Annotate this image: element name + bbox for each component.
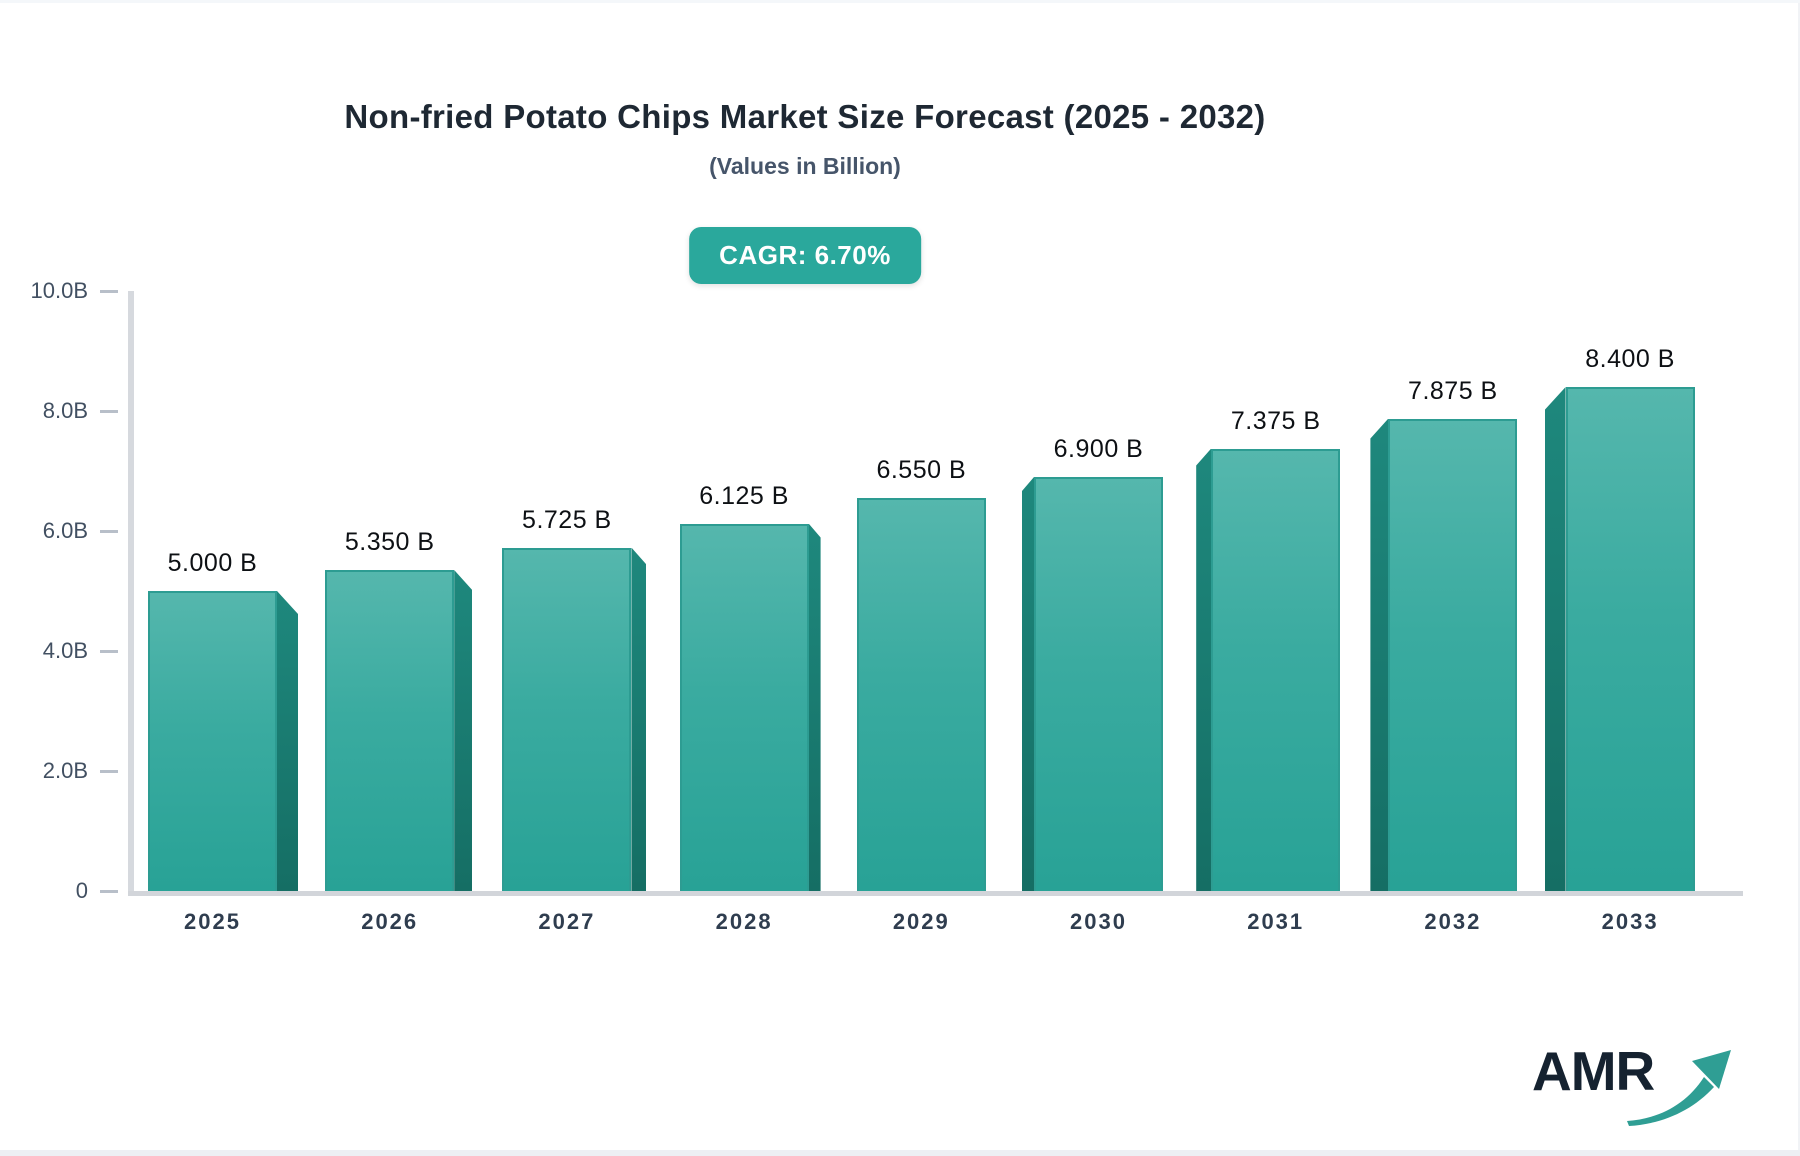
chart-subtitle: (Values in Billion) (709, 153, 901, 179)
bar-side-face (1544, 387, 1566, 891)
bar-side-face (808, 523, 821, 891)
x-axis-label: 2025 (184, 909, 241, 934)
x-axis-label: 2030 (1070, 909, 1127, 934)
y-axis-tick (100, 410, 118, 413)
y-axis-tick (100, 290, 118, 293)
bar-2029 (856, 498, 986, 891)
y-axis-tick-label: 8.0B (42, 398, 88, 423)
x-axis-label: 2032 (1424, 909, 1482, 934)
amr-logo-text: AMR (1532, 1040, 1655, 1102)
bar-2031 (1211, 448, 1341, 891)
x-axis-label: 2026 (361, 909, 419, 934)
y-axis-tick-label: 2.0B (42, 758, 88, 783)
x-axis-line (128, 891, 1743, 896)
bar-2030 (1034, 477, 1163, 891)
x-axis-label: 2027 (538, 909, 596, 934)
x-axis-label: 2029 (892, 909, 950, 934)
bar-2032 (1388, 418, 1518, 891)
y-axis-tick (100, 890, 118, 893)
bar-value-label: 5.725 B (522, 505, 612, 534)
bar-2026 (325, 570, 455, 891)
x-axis-label: 2033 (1601, 909, 1659, 934)
bar-chart-plot-area: 0 2.0B 4.0B 6.0B 8.0B 10.0B 5.000 B 2025 5.350 B… (0, 3, 1800, 1150)
y-axis-tick (100, 650, 118, 653)
bar-2028 (679, 523, 809, 891)
bar-value-label: 8.400 B (1585, 345, 1675, 373)
y-axis-tick-label: 4.0B (42, 638, 88, 663)
bar-value-label: 6.550 B (876, 456, 967, 484)
bar-value-label: 5.350 B (344, 528, 435, 556)
x-axis-label: 2028 (715, 909, 773, 934)
bar-side-face (1196, 448, 1212, 891)
bar-2025 (148, 591, 277, 891)
y-axis-tick (100, 530, 118, 533)
bar-2033 (1565, 387, 1695, 891)
y-axis-tick-label: 0 (75, 878, 88, 903)
bar-2027 (502, 547, 632, 891)
y-axis-tick (100, 770, 118, 773)
bar-side-face (454, 570, 473, 891)
y-axis-line (128, 291, 134, 891)
bar-value-label: 6.125 B (699, 481, 789, 510)
bar-side-face (277, 591, 298, 891)
bar-value-label: 6.900 B (1053, 435, 1144, 463)
amr-logo: AMR (1532, 1039, 1732, 1129)
trend-arrow-icon (1627, 1050, 1731, 1126)
x-axis-label: 2031 (1247, 909, 1305, 934)
bar-side-face (1022, 477, 1034, 891)
bar-side-face (631, 547, 647, 891)
chart-title: Non-fried Potato Chips Market Size Forec… (344, 98, 1266, 135)
bar-value-label: 7.875 B (1408, 376, 1498, 405)
bar-value-label: 5.000 B (167, 549, 258, 577)
cagr-badge: CAGR: 6.70% (689, 227, 921, 284)
y-axis-tick-label: 10.0B (30, 278, 89, 303)
y-axis-tick-label: 6.0B (42, 518, 88, 543)
bar-side-face (1370, 418, 1389, 891)
bar-value-label: 7.375 B (1230, 406, 1321, 435)
